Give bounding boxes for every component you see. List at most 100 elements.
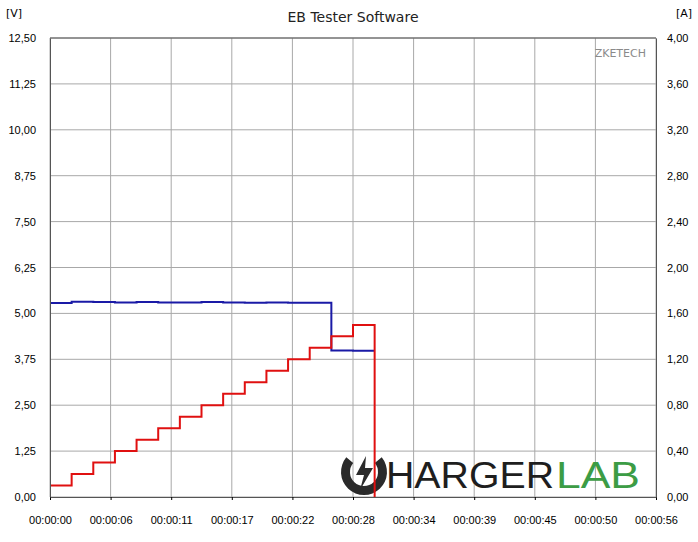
y-axis-title: [V] [6,7,22,20]
tick-label: 10,00 [8,124,36,136]
tick: 4,00 [656,32,688,44]
tick: 00:00:45 [514,497,557,526]
tick: 1,25 [15,445,50,457]
tick: 3,75 [15,353,50,365]
tick-mark [474,497,475,500]
tick-label: 2,00 [667,262,688,274]
tick-label: 00:00:56 [635,514,678,526]
logo-text: HARGER [386,455,554,496]
tick: 2,80 [656,170,688,182]
tick: 00:00:11 [151,497,193,526]
tick: 0,80 [656,399,688,411]
tick-label: 3,20 [667,124,688,136]
tick-label: 00:00:06 [90,514,133,526]
tick: 7,50 [15,216,50,228]
grid-line-y [50,405,656,406]
tick-mark [414,497,415,500]
logo-text-accent: LAB [556,455,640,496]
series-line [50,302,375,351]
tick: 0,40 [656,445,688,457]
tick-label: 00:00:17 [211,514,254,526]
watermark: ZKETECH [595,47,646,60]
tick-label: 1,60 [667,307,688,319]
grid-line-y [50,221,656,222]
tick-label: 3,75 [15,353,36,365]
tick: 0,00 [15,491,50,503]
tick-label: 0,00 [667,491,688,503]
tick: 8,75 [15,170,50,182]
y2-axis: 0,000,400,801,201,602,002,402,803,203,60… [656,32,688,503]
grid-line-y [50,129,656,130]
logo-bolt [356,456,373,490]
tick-label: 11,25 [9,78,36,90]
plot-area [50,302,375,497]
tick-label: 2,80 [667,170,688,182]
grid-line-y [50,175,656,176]
tick-mark [595,497,596,500]
logo: HARGERLAB [341,455,640,496]
tick-label: 1,20 [667,353,688,365]
tick: 00:00:28 [332,497,375,526]
tick-label: 00:00:00 [29,514,72,526]
axis-line [50,39,51,498]
tick: 11,25 [9,78,50,90]
tick-mark [111,497,112,500]
tick-label: 1,25 [15,445,36,457]
tick-label: 00:00:28 [332,514,375,526]
tick-label: 00:00:11 [151,514,193,526]
tick-mark [535,497,536,500]
grid-line-y [50,451,656,452]
tick: 2,50 [15,399,50,411]
y2-axis-title: [A] [676,7,692,20]
tick: 0,00 [656,491,688,503]
tick-label: 7,50 [15,216,36,228]
tick: 00:00:22 [271,497,314,526]
grid-line-y [50,267,656,268]
tick-label: 5,00 [15,307,36,319]
tick: 00:00:50 [574,497,617,526]
axis-line [656,39,657,498]
tick: 12,50 [8,32,50,44]
grid-line-y [50,38,656,39]
tick: 5,00 [15,307,50,319]
grid-line-x [50,38,51,497]
axis-line [51,498,657,501]
tick: 1,20 [656,353,688,365]
tick: 2,00 [656,262,688,274]
tick-label: 4,00 [667,32,688,44]
tick: 6,25 [15,262,50,274]
tick: 00:00:17 [211,497,254,526]
tick-label: 12,50 [8,32,36,44]
x-axis: 00:00:00 00:00:06 00:00:11 00:00:17 00:00:22… [29,497,678,526]
tick: 00:00:39 [453,497,496,526]
tick-label: 00:00:45 [514,514,557,526]
tick-label: 00:00:22 [271,514,314,526]
tick: 00:00:34 [393,497,436,526]
title: EB Tester Software [287,9,418,25]
tick-label: 2,50 [15,399,36,411]
grid-line-y [50,359,656,360]
tick-label: 3,60 [667,78,688,90]
tick-label: 00:00:39 [453,514,496,526]
tick: 3,20 [656,124,688,136]
tick-label: 0,80 [667,399,688,411]
chart: ZKETECH HARGERLAB 00:00:00 00:00:06 00:00:11… [0,0,698,542]
tick-label: 8,75 [15,170,36,182]
background [0,0,698,542]
tick: 3,60 [656,78,688,90]
grid-line-y [50,313,656,314]
tick-label: 00:00:34 [393,514,436,526]
tick-label: 0,00 [15,491,36,503]
frame [50,38,656,39]
tick-mark [171,497,172,500]
tick-mark [292,497,293,500]
grid [50,38,656,497]
tick-label: 6,25 [15,262,36,274]
tick-mark [232,497,233,500]
tick: 10,00 [8,124,50,136]
tick: 00:00:06 [90,497,133,526]
series-line [50,325,375,497]
tick-label: 0,40 [667,445,688,457]
grid-line-y [50,83,656,84]
y-axis: 0,00 1,25 2,50 3,75 5,00 6,25 7,50 8,75 10,00 11,… [8,32,50,503]
